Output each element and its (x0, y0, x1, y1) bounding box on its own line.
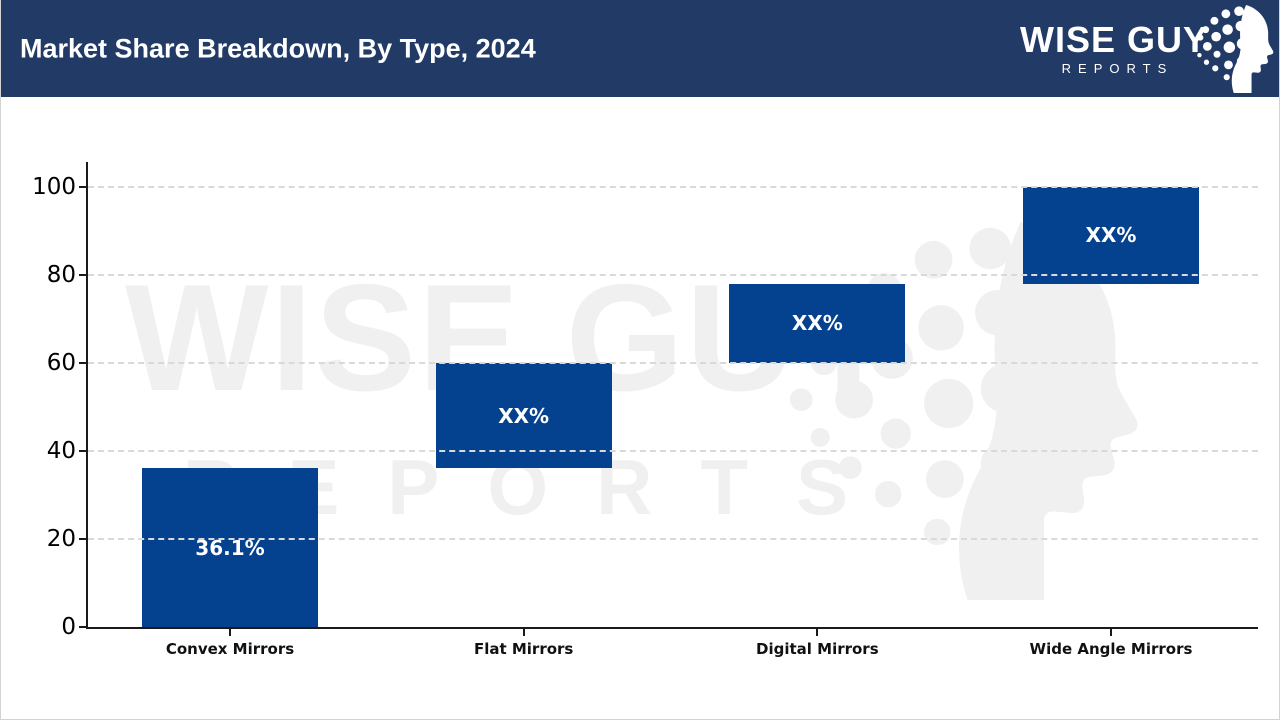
x-category-label: Wide Angle Mirrors (1029, 640, 1193, 658)
y-tick-label: 40 (46, 438, 76, 464)
bar-digital-mirrors: XX% (729, 283, 906, 363)
x-tick-mark (522, 629, 525, 636)
brand-name: WISE GUY (1019, 19, 1208, 60)
y-tick-label: 100 (32, 174, 76, 200)
y-tick-mark (79, 186, 86, 188)
brand-logo-text: WISE GUY REPORTS (1019, 19, 1208, 77)
bar-value-label: XX% (1085, 223, 1137, 248)
x-category-label: Convex Mirrors (165, 640, 295, 658)
y-tick-mark (79, 450, 86, 452)
y-tick-label: 20 (46, 526, 76, 552)
page-title: Market Share Breakdown, By Type, 2024 (20, 33, 536, 63)
gridline-20 (88, 538, 1258, 540)
y-tick-label: 0 (61, 614, 76, 640)
y-tick-mark (79, 362, 86, 364)
bar-wide-angle-mirrors: XX% (1023, 187, 1199, 284)
y-tick-mark (79, 538, 86, 540)
bar-value-label: XX% (498, 403, 550, 428)
header-bar: Market Share Breakdown, By Type, 2024 WI… (0, 0, 1280, 97)
gridline-80 (88, 274, 1258, 276)
bar-value-label: XX% (791, 311, 843, 336)
x-category-label: Flat Mirrors (473, 640, 574, 658)
y-tick-mark (79, 274, 86, 276)
dotted-head-icon (1188, 5, 1276, 93)
y-tick-label: 80 (46, 262, 76, 288)
bar-convex-mirrors: 36.1% (142, 468, 318, 627)
x-tick-mark (229, 629, 231, 636)
x-category-label: Digital Mirrors (756, 640, 879, 658)
x-axis-line (86, 627, 1258, 629)
gridline-40 (88, 450, 1258, 452)
gridline-100 (88, 186, 1258, 188)
brand-logo: WISE GUY REPORTS (1001, 0, 1276, 97)
gridline-60 (88, 362, 1258, 364)
x-tick-mark (1110, 629, 1112, 636)
bar-flat-mirrors: XX% (435, 363, 612, 469)
x-tick-mark (816, 629, 819, 636)
y-tick-mark (79, 626, 86, 628)
y-axis-line (86, 162, 88, 629)
brand-subname: REPORTS (1061, 61, 1174, 76)
y-tick-label: 60 (46, 350, 76, 376)
